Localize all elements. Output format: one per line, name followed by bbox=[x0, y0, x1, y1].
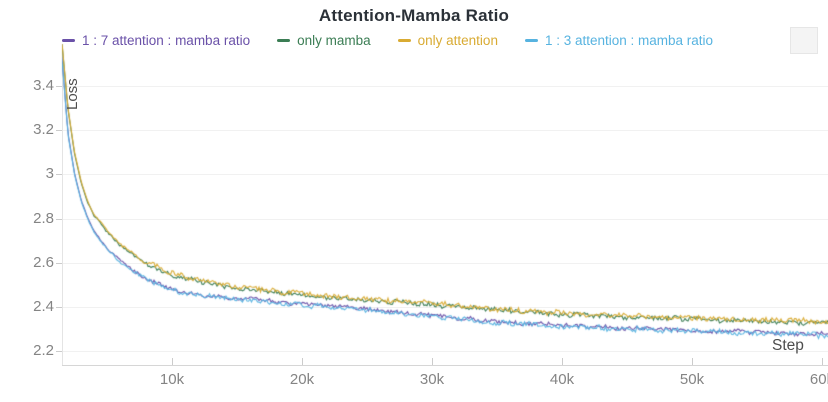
y-axis-title: Loss bbox=[64, 78, 81, 110]
x-axis-title: Step bbox=[772, 337, 804, 354]
